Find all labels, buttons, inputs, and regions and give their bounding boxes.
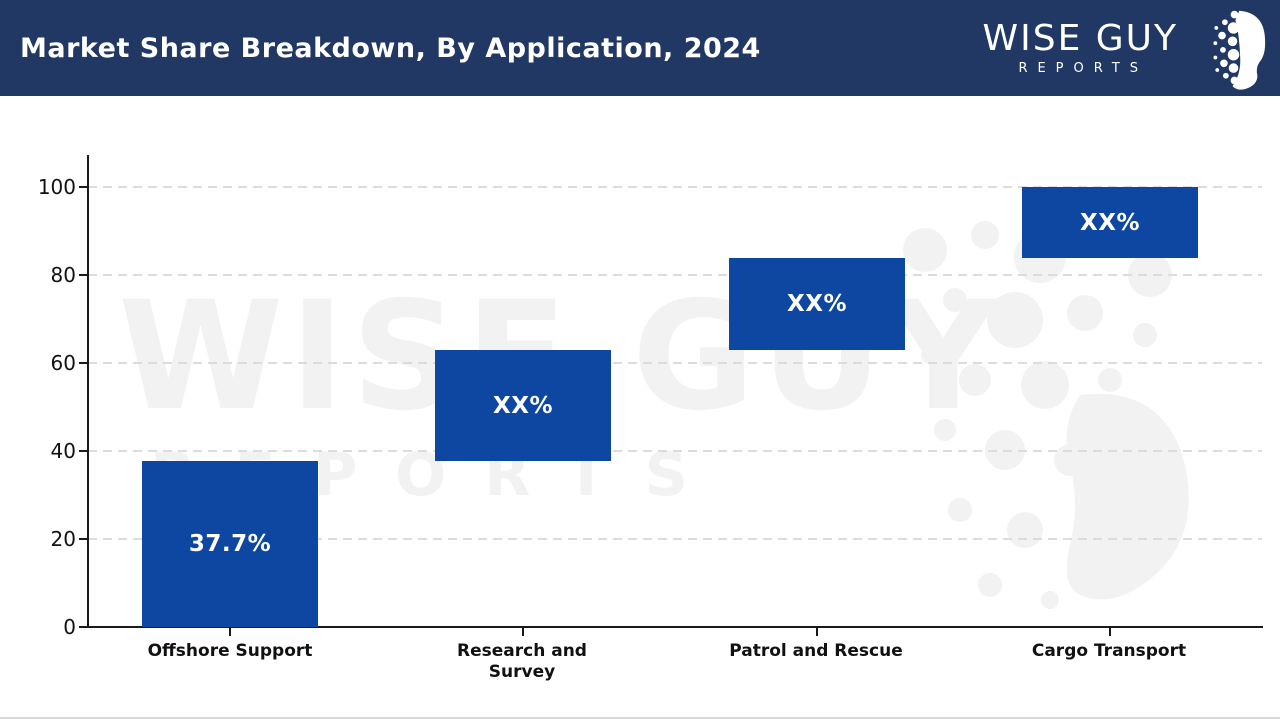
wise-guy-reports-logo: WISE GUY REPORTS <box>983 5 1280 91</box>
y-axis-label-100: 100 <box>37 175 76 199</box>
x-tick-research-and-survey <box>522 628 524 636</box>
header-bar: Market Share Breakdown, By Application, … <box>0 0 1280 96</box>
gridline-80 <box>88 274 1262 276</box>
y-tick-100 <box>79 186 88 188</box>
x-axis-line <box>87 626 1263 628</box>
y-axis-label-0: 0 <box>63 615 76 639</box>
gridline-20 <box>88 538 1262 540</box>
bar-value-label: XX% <box>1079 209 1140 236</box>
x-tick-offshore-support <box>229 628 231 636</box>
gridline-100 <box>88 186 1262 188</box>
x-axis-label-cargo-transport: Cargo Transport <box>1031 641 1187 661</box>
y-axis-label-40: 40 <box>50 439 76 463</box>
y-tick-80 <box>79 274 88 276</box>
y-tick-0 <box>79 626 88 628</box>
bar-patrol-and-rescue: XX% <box>729 258 905 350</box>
gridline-60 <box>88 362 1262 364</box>
gridline-40 <box>88 450 1262 452</box>
bar-cargo-transport: XX% <box>1022 187 1198 258</box>
page-title: Market Share Breakdown, By Application, … <box>20 32 761 64</box>
bar-value-label: XX% <box>786 291 847 317</box>
y-tick-40 <box>79 450 88 452</box>
watermark-face-profile-icon <box>903 221 1189 609</box>
logo-text: WISE GUY REPORTS <box>982 17 1179 76</box>
y-axis-label-60: 60 <box>50 351 76 375</box>
bar-research-and-survey: XX% <box>435 350 611 461</box>
bottom-border-line <box>0 717 1280 719</box>
bar-value-label: 37.7% <box>188 531 272 557</box>
bar-value-label: XX% <box>492 392 553 419</box>
logo-subtitle: REPORTS <box>1018 60 1149 76</box>
logo-face-profile-icon <box>1213 10 1266 90</box>
x-axis-label-patrol-and-rescue: Patrol and Rescue <box>729 641 903 661</box>
logo-wordmark: WISE GUY <box>982 17 1178 59</box>
y-tick-20 <box>79 538 88 540</box>
x-axis-label-offshore-support: Offshore Support <box>147 641 313 661</box>
y-axis-label-20: 20 <box>50 527 76 551</box>
y-tick-60 <box>79 362 88 364</box>
x-tick-patrol-and-rescue <box>816 628 818 636</box>
bar-offshore-support: 37.7% <box>142 461 318 627</box>
y-axis-line <box>87 155 89 628</box>
x-tick-cargo-transport <box>1109 628 1111 636</box>
x-axis-label-research-and-survey: Research and Survey <box>457 641 587 682</box>
y-axis-label-80: 80 <box>50 263 76 287</box>
